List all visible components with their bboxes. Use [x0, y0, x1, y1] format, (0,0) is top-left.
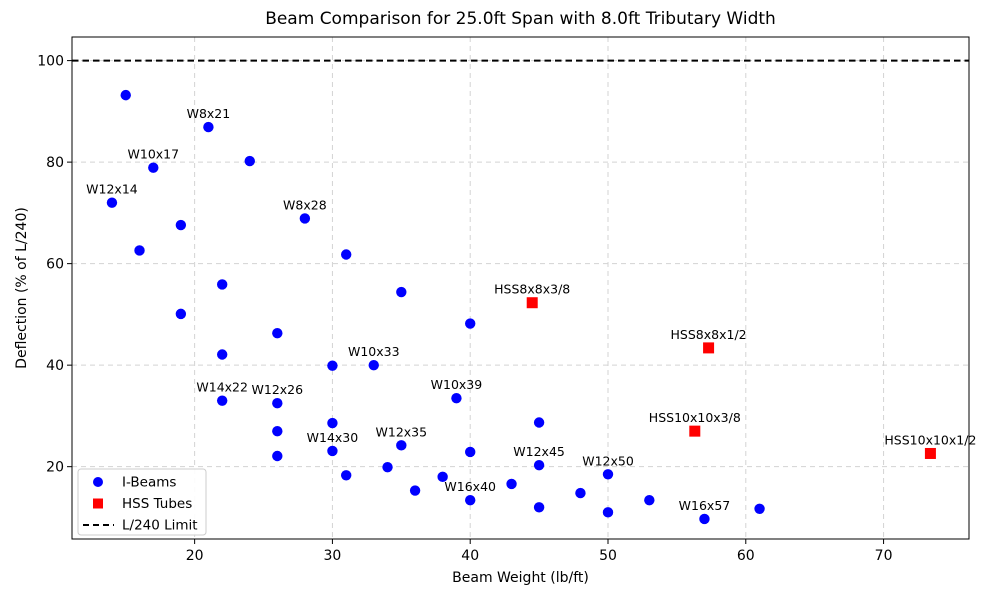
legend: I-Beams HSS Tubes L/240 Limit — [77, 468, 207, 536]
legend-item-l-240-limit: L/240 Limit — [83, 518, 198, 534]
point-label: W12x26 — [252, 382, 304, 397]
i-beams-point — [216, 349, 228, 360]
legend-item-hss-tubes: HSS Tubes — [93, 496, 192, 512]
point-label: W12x35 — [376, 424, 428, 439]
i-beams-point — [216, 395, 228, 406]
i-beams-point — [602, 469, 614, 480]
i-beams-point — [465, 494, 476, 506]
i-beams-point — [120, 89, 131, 101]
i-beams-point — [203, 121, 214, 133]
series-i-beams: W12x14 W10x17 W8x21 W14x22 W12x26 W8x28 W14x30… — [86, 89, 765, 525]
i-beams-point — [272, 398, 283, 409]
legend-item-i-beams: I-Beams — [93, 475, 176, 491]
i-beams-point — [602, 507, 614, 518]
y-tick-label: 40 — [46, 358, 64, 374]
point-label: W12x45 — [513, 444, 565, 459]
series-hss-tubes: HSS8x8x3/8 HSS8x8x1/2 HSS10x10x3/8 HSS10x10… — [494, 282, 976, 459]
i-beams-point — [340, 249, 352, 260]
x-axis-label: Beam Weight (lb/ft) — [452, 570, 589, 586]
plot-border — [71, 36, 970, 540]
x-tick-label: 30 — [324, 548, 342, 564]
hss-tubes-point — [924, 447, 936, 459]
x-tick-label: 50 — [599, 548, 617, 564]
i-beams-point — [699, 513, 710, 525]
i-beams-point — [106, 197, 118, 208]
i-beams-point — [272, 450, 283, 462]
y-tick-label: 80 — [46, 155, 64, 171]
point-label: W10x17 — [128, 147, 180, 162]
point-label: W8x21 — [187, 106, 231, 121]
legend-label: L/240 Limit — [122, 518, 198, 534]
point-label: HSS10x10x3/8 — [649, 410, 741, 425]
i-beams-point — [216, 279, 228, 290]
i-beams-point — [533, 502, 545, 513]
i-beams-point — [244, 155, 255, 167]
i-beams-point — [644, 494, 655, 506]
point-label: W16x40 — [444, 479, 496, 494]
i-beams-point — [465, 446, 476, 458]
point-label: W10x39 — [431, 377, 483, 392]
i-beams-point — [382, 461, 393, 473]
i-beams-point — [148, 162, 159, 173]
point-label: W10x33 — [348, 344, 400, 359]
legend-label: I-Beams — [122, 475, 176, 491]
legend-square-marker — [93, 498, 103, 509]
point-label: HSS8x8x3/8 — [494, 282, 570, 297]
i-beams-point — [396, 440, 407, 451]
x-tick-label: 70 — [875, 548, 893, 564]
x-tick-label: 20 — [186, 548, 204, 564]
point-label: W16x57 — [679, 498, 731, 513]
legend-box — [77, 468, 207, 536]
i-beams-point — [533, 417, 545, 428]
i-beams-point — [506, 478, 517, 490]
i-beams-point — [299, 213, 311, 224]
i-beams-point — [437, 471, 448, 483]
i-beams-point — [272, 327, 283, 339]
hss-tubes-point — [526, 297, 538, 309]
y-tick-label: 60 — [46, 257, 64, 273]
i-beams-point — [575, 487, 586, 499]
point-label: HSS10x10x1/2 — [884, 432, 976, 447]
x-tick-label: 60 — [737, 548, 755, 564]
i-beams-point — [175, 308, 187, 320]
hss-tubes-point — [689, 425, 701, 437]
i-beams-point — [134, 245, 145, 256]
i-beams-point — [327, 360, 338, 371]
point-label: HSS8x8x1/2 — [671, 327, 747, 342]
y-tick-label: 100 — [37, 54, 64, 70]
point-label: W14x30 — [307, 430, 359, 445]
x-tick-label: 40 — [461, 548, 479, 564]
i-beams-point — [327, 445, 338, 457]
hss-tubes-point — [703, 342, 715, 354]
legend-circle-marker — [93, 477, 103, 487]
i-beams-point — [327, 417, 338, 429]
point-label: W12x14 — [86, 182, 138, 197]
point-label: W14x22 — [196, 380, 248, 395]
i-beams-point — [533, 459, 545, 471]
point-label: W12x50 — [582, 453, 634, 468]
i-beams-point — [754, 503, 765, 514]
i-beams-point — [396, 286, 407, 298]
i-beams-point — [368, 359, 379, 371]
i-beams-point — [409, 485, 421, 496]
point-label: W8x28 — [283, 197, 327, 212]
i-beams-point — [465, 318, 476, 329]
chart-title: Beam Comparison for 25.0ft Span with 8.0… — [265, 9, 776, 29]
i-beams-point — [175, 219, 187, 231]
y-axis-label: Deflection (% of L/240) — [14, 207, 30, 369]
i-beams-point — [340, 470, 352, 481]
i-beams-point — [272, 425, 283, 437]
i-beams-point — [451, 392, 462, 404]
legend-label: HSS Tubes — [122, 496, 192, 512]
y-tick-label: 20 — [46, 460, 64, 476]
